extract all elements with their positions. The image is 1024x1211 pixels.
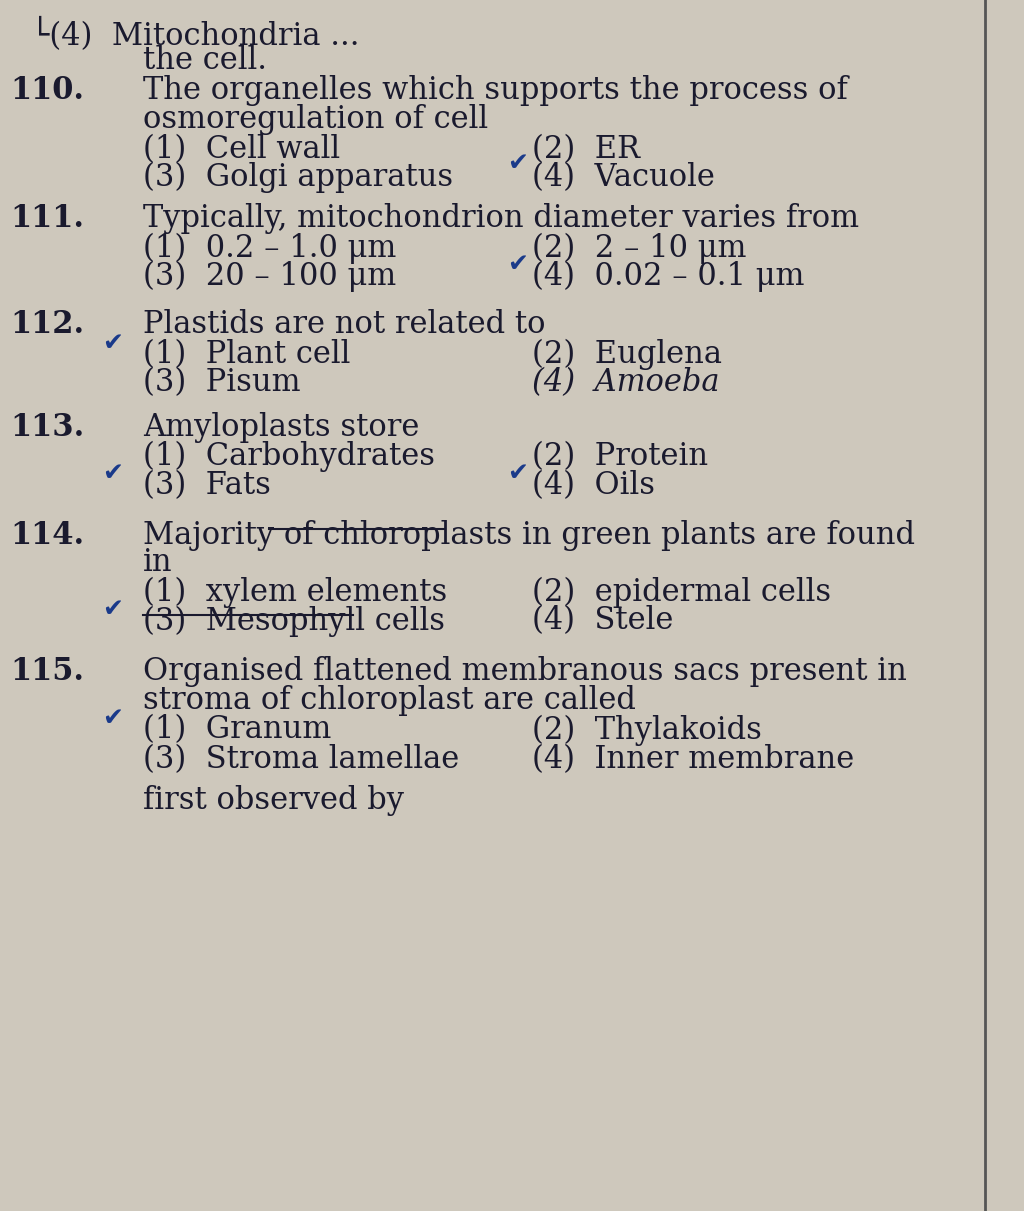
Text: (1)  Carbohydrates: (1) Carbohydrates	[143, 441, 435, 472]
Text: (4)  Vacuole: (4) Vacuole	[532, 162, 716, 194]
Text: ✔: ✔	[507, 461, 528, 486]
Text: ✔: ✔	[507, 151, 528, 176]
Text: (4)  Amoeba: (4) Amoeba	[532, 367, 720, 398]
Text: (3)  Mesophyll cells: (3) Mesophyll cells	[143, 606, 445, 637]
Text: (3)  Pisum: (3) Pisum	[143, 367, 301, 398]
Text: 111.: 111.	[10, 203, 84, 235]
Text: Organised flattened membranous sacs present in: Organised flattened membranous sacs pres…	[143, 656, 907, 688]
Text: in: in	[143, 547, 173, 579]
Text: (2)  Thylakoids: (2) Thylakoids	[532, 714, 762, 746]
Text: Majority of chloroplasts in green plants are found: Majority of chloroplasts in green plants…	[143, 520, 915, 551]
Text: (4)  0.02 – 0.1 μm: (4) 0.02 – 0.1 μm	[532, 260, 805, 292]
Text: (2)  2 – 10 μm: (2) 2 – 10 μm	[532, 233, 746, 264]
Text: ✔: ✔	[102, 461, 124, 486]
Text: (3)  Stroma lamellae: (3) Stroma lamellae	[143, 744, 460, 775]
Text: 112.: 112.	[10, 309, 84, 340]
Text: ✔: ✔	[102, 706, 124, 730]
Text: Plastids are not related to: Plastids are not related to	[143, 309, 546, 340]
Text: (2)  epidermal cells: (2) epidermal cells	[532, 576, 831, 608]
Text: ✔: ✔	[102, 597, 124, 621]
Text: (2)  Euglena: (2) Euglena	[532, 339, 723, 371]
Text: (3)  Fats: (3) Fats	[143, 470, 271, 501]
Text: ✔: ✔	[507, 252, 528, 276]
Text: ✔: ✔	[102, 331, 124, 355]
Text: stroma of chloroplast are called: stroma of chloroplast are called	[143, 685, 636, 717]
Text: (4)  Oils: (4) Oils	[532, 470, 655, 501]
Text: first observed by: first observed by	[143, 785, 404, 816]
Text: (1)  xylem elements: (1) xylem elements	[143, 576, 447, 608]
Text: the cell.: the cell.	[143, 45, 267, 76]
Text: Typically, mitochondrion diameter varies from: Typically, mitochondrion diameter varies…	[143, 203, 859, 235]
Text: 115.: 115.	[10, 656, 84, 688]
Text: Amyloplasts store: Amyloplasts store	[143, 412, 420, 443]
Text: 114.: 114.	[10, 520, 84, 551]
Text: (2)  Protein: (2) Protein	[532, 441, 709, 472]
Text: 110.: 110.	[10, 75, 84, 107]
Text: (1)  0.2 – 1.0 μm: (1) 0.2 – 1.0 μm	[143, 233, 396, 264]
Text: (3)  Golgi apparatus: (3) Golgi apparatus	[143, 162, 454, 194]
Text: osmoregulation of cell: osmoregulation of cell	[143, 104, 488, 136]
Text: └(4)  Mitochondria ...: └(4) Mitochondria ...	[31, 18, 359, 52]
Text: (4)  Stele: (4) Stele	[532, 606, 674, 637]
Text: (1)  Plant cell: (1) Plant cell	[143, 339, 351, 371]
Text: (2)  ER: (2) ER	[532, 134, 640, 166]
Text: (1)  Cell wall: (1) Cell wall	[143, 134, 341, 166]
Text: (1)  Granum: (1) Granum	[143, 714, 332, 746]
Text: 113.: 113.	[10, 412, 85, 443]
Text: (4)  Inner membrane: (4) Inner membrane	[532, 744, 855, 775]
Text: The organelles which supports the process of: The organelles which supports the proces…	[143, 75, 848, 107]
Text: (3)  20 – 100 μm: (3) 20 – 100 μm	[143, 260, 396, 292]
